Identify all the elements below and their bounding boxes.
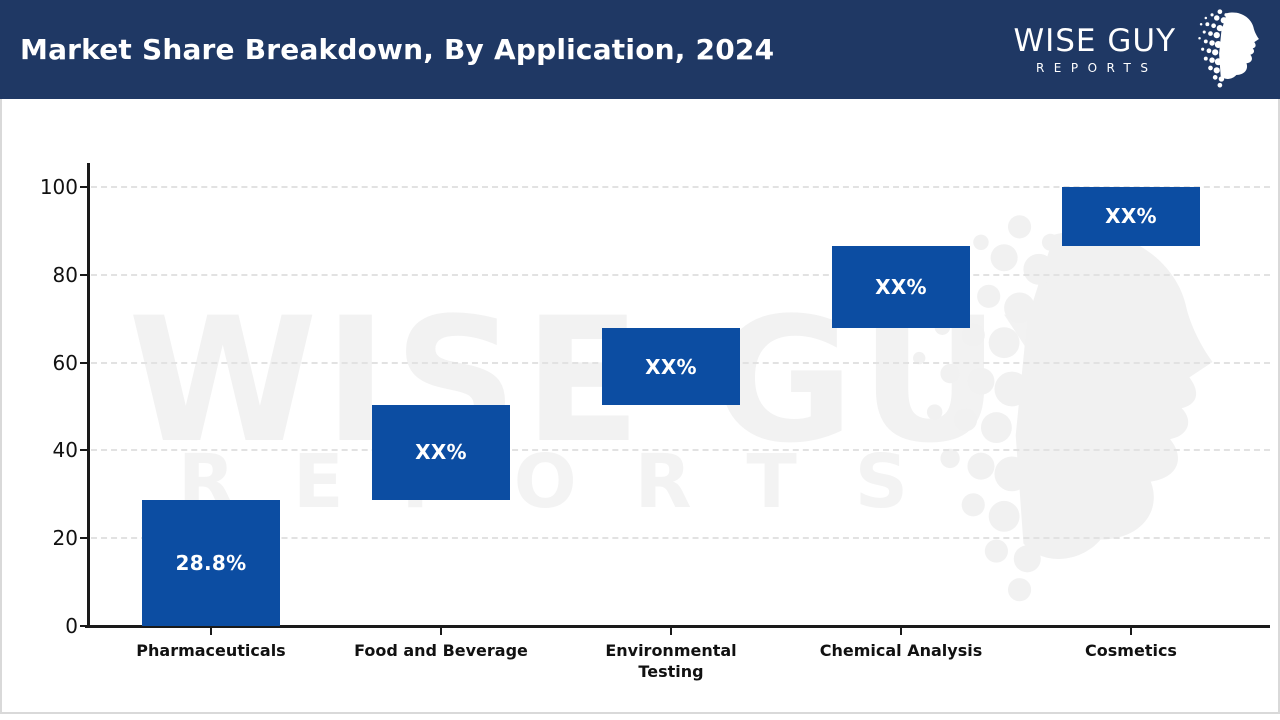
y-axis-tick-label: 20	[52, 526, 78, 551]
x-axis-category-label: Pharmaceuticals	[136, 641, 286, 660]
bar-cosmetics: XX%	[1062, 187, 1200, 246]
x-axis-category-label: Chemical Analysis	[819, 641, 983, 660]
x-axis-tick	[1130, 628, 1132, 635]
x-axis-category-label: Food and Beverage	[354, 641, 528, 660]
bar-environmental-testing: XX%	[602, 327, 740, 406]
y-axis-tick-0	[80, 625, 89, 627]
x-axis-tick	[210, 628, 212, 635]
bar-food-and-beverage: XX%	[372, 405, 510, 500]
y-axis-tick-label: 40	[52, 438, 78, 463]
y-axis-line	[87, 163, 90, 628]
x-axis-category-label: Environmental Testing	[605, 641, 737, 682]
y-axis-tick-40	[80, 449, 89, 452]
bar-value-label: XX%	[645, 354, 697, 379]
bar-value-label: XX%	[415, 440, 467, 465]
x-axis-category-label: Cosmetics	[1085, 641, 1177, 660]
y-axis-tick-60	[80, 361, 89, 364]
brand-subname: REPORTS	[1035, 60, 1158, 75]
y-axis-tick-label: 60	[52, 350, 78, 375]
x-axis-tick	[900, 628, 902, 635]
brand-name: WISE GUY	[1013, 22, 1176, 59]
bar-value-label: XX%	[1105, 204, 1157, 229]
grid-line-100	[91, 186, 1270, 188]
grid-line-80	[91, 273, 1270, 276]
grid-line-40	[91, 449, 1270, 452]
y-axis-tick-20	[80, 537, 89, 540]
brand-logo: WISE GUY REPORTS	[1013, 7, 1266, 93]
y-axis-tick-label: 0	[65, 614, 78, 638]
y-axis-tick-label: 80	[52, 262, 78, 287]
plot-area: 0 20 40 60 80 100 28.8% Pharmaceuticals XX% Food …	[0, 99, 1280, 720]
bar-pharmaceuticals: 28.8%	[142, 499, 280, 626]
grid-line-20	[91, 537, 1270, 540]
y-axis-tick-label: 100	[39, 175, 78, 199]
bar-value-label: XX%	[875, 274, 927, 299]
y-axis-tick-100	[80, 186, 89, 188]
bar-chemical-analysis: XX%	[832, 245, 970, 328]
head-profile-logo-icon	[1198, 8, 1259, 88]
brand-logo-text: WISE GUY REPORTS	[1013, 22, 1176, 75]
y-axis-tick-80	[80, 273, 89, 276]
x-axis-line	[85, 625, 1270, 628]
page-title: Market Share Breakdown, By Application, …	[20, 33, 775, 66]
x-axis-tick	[670, 628, 672, 635]
chart-canvas: WISE GUY REPORTS 0 20 40 60 80 100 28.8% Pharma…	[0, 99, 1280, 720]
watermark-subtext: REPORTS	[178, 439, 967, 525]
x-axis-tick	[440, 628, 442, 635]
header-bar: Market Share Breakdown, By Application, …	[0, 0, 1280, 99]
bar-value-label: 28.8%	[175, 550, 247, 575]
